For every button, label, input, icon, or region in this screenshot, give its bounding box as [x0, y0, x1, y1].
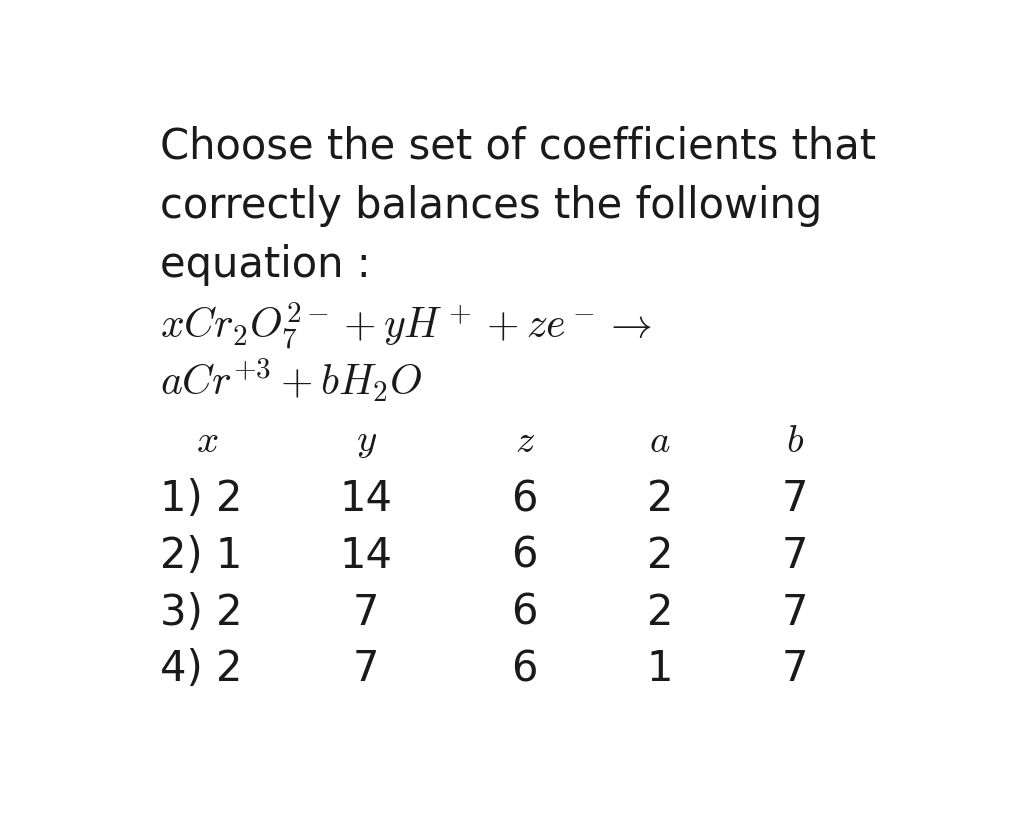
Text: $xCr_2O_7^{2-} + yH^+ + ze^- \rightarrow$: $xCr_2O_7^{2-} + yH^+ + ze^- \rightarrow…	[160, 300, 651, 352]
Text: $a$: $a$	[649, 422, 671, 460]
Text: $y$: $y$	[355, 422, 377, 460]
Text: $z$: $z$	[515, 422, 535, 460]
Text: 1) 2: 1) 2	[160, 478, 242, 520]
Text: 4) 2: 4) 2	[160, 648, 242, 690]
Text: 2) 1: 2) 1	[160, 535, 242, 577]
Text: 3) 2: 3) 2	[160, 591, 243, 634]
Text: $x$: $x$	[197, 422, 218, 460]
Text: 7: 7	[781, 535, 808, 577]
Text: equation :: equation :	[160, 244, 371, 286]
Text: 2: 2	[646, 591, 673, 634]
Text: 6: 6	[512, 535, 538, 577]
Text: correctly balances the following: correctly balances the following	[160, 185, 822, 227]
Text: 7: 7	[353, 591, 379, 634]
Text: Choose the set of coefficients that: Choose the set of coefficients that	[160, 126, 876, 168]
Text: 1: 1	[646, 648, 673, 690]
Text: $aCr^{+3} + bH_2O$: $aCr^{+3} + bH_2O$	[160, 357, 423, 404]
Text: 2: 2	[646, 535, 673, 577]
Text: $b$: $b$	[785, 422, 804, 460]
Text: 2: 2	[646, 478, 673, 520]
Text: 7: 7	[781, 591, 808, 634]
Text: 7: 7	[781, 648, 808, 690]
Text: 7: 7	[781, 478, 808, 520]
Text: 6: 6	[512, 648, 538, 690]
Text: 14: 14	[340, 478, 392, 520]
Text: 6: 6	[512, 478, 538, 520]
Text: 6: 6	[512, 591, 538, 634]
Text: 14: 14	[340, 535, 392, 577]
Text: 7: 7	[353, 648, 379, 690]
